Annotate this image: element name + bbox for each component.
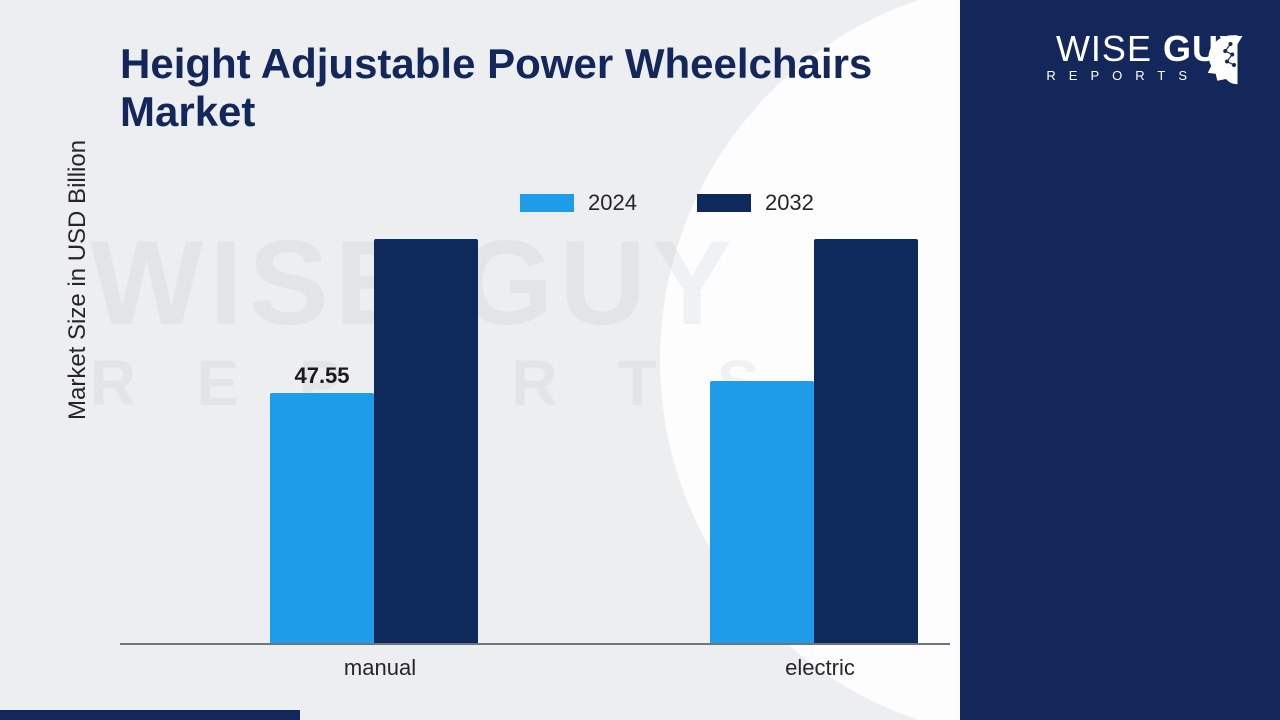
bottom-accent-bar: [0, 710, 300, 720]
bar-manual-2032: [374, 239, 478, 643]
right-brand-panel: [960, 0, 1280, 720]
legend-item-2032: 2032: [697, 190, 814, 216]
legend-swatch-2032: [697, 194, 751, 212]
bar-value-label: 47.55: [270, 363, 374, 389]
chart-stage: WISE GUY REPORTS Height Adjustable Power…: [0, 0, 1280, 720]
bar-group-electric: electric: [710, 225, 930, 645]
head-icon: [1192, 30, 1248, 86]
legend: 2024 2032: [520, 190, 814, 216]
legend-item-2024: 2024: [520, 190, 637, 216]
bar-electric-2032: [814, 239, 918, 643]
legend-label-2032: 2032: [765, 190, 814, 216]
category-label-electric: electric: [710, 655, 930, 681]
legend-swatch-2024: [520, 194, 574, 212]
category-label-manual: manual: [270, 655, 490, 681]
bar-manual-2024: [270, 393, 374, 643]
brand-logo: WISE GUY REPORTS: [1046, 28, 1244, 83]
bar-electric-2024: [710, 381, 814, 644]
bar-group-manual: 47.55manual: [270, 225, 490, 645]
plot-area: 47.55manual electric: [120, 225, 950, 645]
brand-word-1: WISE: [1056, 28, 1152, 69]
legend-label-2024: 2024: [588, 190, 637, 216]
y-axis-label: Market Size in USD Billion: [64, 140, 92, 420]
chart-title: Height Adjustable Power Wheelchairs Mark…: [120, 40, 880, 137]
